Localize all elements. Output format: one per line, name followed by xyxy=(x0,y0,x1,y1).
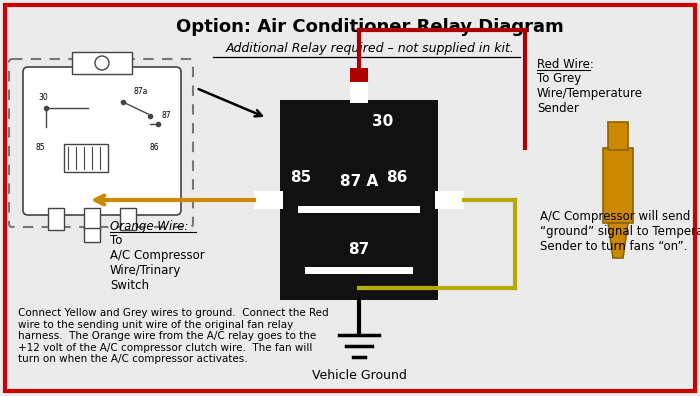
Bar xyxy=(298,206,420,213)
Text: 30: 30 xyxy=(372,114,393,129)
Text: To
A/C Compressor
Wire/Trinary
Switch: To A/C Compressor Wire/Trinary Switch xyxy=(110,234,204,292)
Text: Red Wire:: Red Wire: xyxy=(537,58,594,71)
Bar xyxy=(120,208,136,230)
Text: 30: 30 xyxy=(38,93,48,102)
Polygon shape xyxy=(608,223,628,258)
Text: Orange Wire:: Orange Wire: xyxy=(110,220,188,233)
Text: 87 A: 87 A xyxy=(340,175,378,190)
Text: 86: 86 xyxy=(150,143,160,152)
FancyBboxPatch shape xyxy=(23,67,181,215)
Bar xyxy=(84,208,100,230)
Text: 87: 87 xyxy=(349,242,370,257)
Text: 87a: 87a xyxy=(134,87,148,96)
Text: Vehicle Ground: Vehicle Ground xyxy=(312,369,407,382)
Bar xyxy=(84,228,100,242)
Text: 85: 85 xyxy=(290,171,312,185)
Bar xyxy=(64,144,108,172)
Text: Additional Relay required – not supplied in kit.: Additional Relay required – not supplied… xyxy=(225,42,514,55)
Bar xyxy=(305,267,413,274)
Bar xyxy=(608,122,628,150)
Bar xyxy=(280,100,438,300)
Bar xyxy=(435,191,464,209)
Bar xyxy=(350,68,368,103)
Text: 85: 85 xyxy=(36,143,46,152)
Text: 87: 87 xyxy=(161,111,171,120)
Text: Connect Yellow and Grey wires to ground.  Connect the Red
wire to the sending un: Connect Yellow and Grey wires to ground.… xyxy=(18,308,328,364)
Bar xyxy=(72,52,132,74)
Bar xyxy=(350,68,368,82)
Text: Option: Air Conditioner Relay Diagram: Option: Air Conditioner Relay Diagram xyxy=(176,18,564,36)
Bar xyxy=(48,208,64,230)
Text: A/C Compressor will send
“ground” signal to Temperature
Sender to turn fans “on”: A/C Compressor will send “ground” signal… xyxy=(540,210,700,253)
Text: 86: 86 xyxy=(386,171,407,185)
Bar xyxy=(254,191,283,209)
Bar xyxy=(603,148,633,223)
Text: To Grey
Wire/Temperature
Sender: To Grey Wire/Temperature Sender xyxy=(537,72,643,115)
